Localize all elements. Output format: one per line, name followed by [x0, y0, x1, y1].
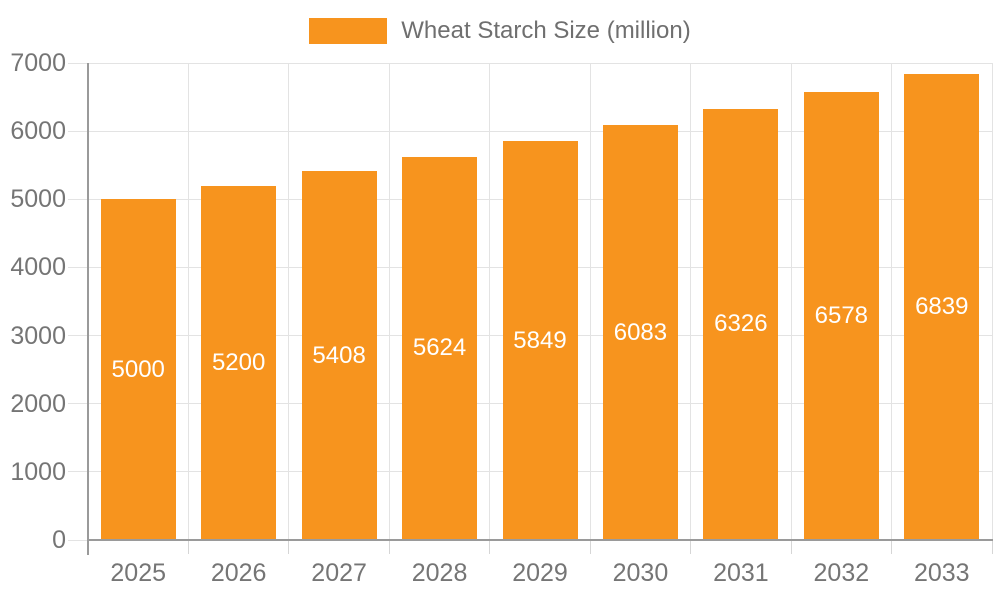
gridline-vertical — [790, 63, 792, 540]
x-tick-label-2025: 2025 — [110, 559, 167, 587]
x-tick-label-2027: 2027 — [311, 559, 367, 587]
x-tick-label-2029: 2029 — [512, 559, 568, 587]
bar-2031[interactable]: 6326 — [703, 108, 779, 540]
bar-2026[interactable]: 5200 — [201, 185, 277, 540]
x-axis-tick — [489, 540, 491, 554]
bar-2033[interactable]: 6839 — [904, 73, 980, 540]
gridline-horizontal — [88, 62, 992, 64]
gridline-vertical — [288, 63, 290, 540]
bar-2029[interactable]: 5849 — [502, 141, 578, 540]
bar-value-label: 5624 — [412, 334, 467, 362]
x-tick-label-2028: 2028 — [411, 559, 468, 587]
bar-value-label: 6083 — [613, 318, 668, 346]
x-axis-tick — [790, 540, 792, 554]
x-axis-tick — [991, 540, 993, 554]
x-axis-tick — [690, 540, 692, 554]
x-axis-tick — [187, 540, 189, 554]
bar-value-label: 6578 — [814, 301, 869, 329]
x-tick-label-2026: 2026 — [210, 559, 267, 587]
gridline-vertical — [991, 63, 993, 540]
x-tick-label-2033: 2033 — [913, 559, 970, 587]
gridline-vertical — [388, 63, 390, 540]
y-axis-tick — [68, 62, 88, 64]
gridline-horizontal — [88, 130, 992, 132]
bar-2030[interactable]: 6083 — [602, 125, 678, 540]
y-axis-tick — [68, 539, 88, 541]
bar-value-label: 6839 — [915, 292, 969, 320]
bar-2028[interactable]: 5624 — [402, 156, 478, 540]
y-axis-tick — [68, 471, 88, 473]
y-axis-tick — [68, 130, 88, 132]
x-axis-tick — [589, 540, 591, 554]
legend[interactable]: Wheat Starch Size (million) — [0, 14, 1000, 48]
y-tick-label: 1000 — [10, 457, 66, 486]
y-axis-tick — [68, 335, 88, 337]
bar-value-label: 5200 — [211, 348, 266, 376]
x-tick-label-2031: 2031 — [713, 559, 769, 587]
gridline-vertical — [187, 63, 189, 540]
gridline-vertical — [891, 63, 893, 540]
gridline-vertical — [589, 63, 591, 540]
y-tick-label: 7000 — [10, 49, 66, 77]
y-tick-label: 2000 — [10, 389, 66, 418]
x-axis-tick — [288, 540, 290, 554]
x-tick-label-2032: 2032 — [813, 559, 870, 587]
y-axis-tick — [68, 266, 88, 268]
y-tick-label: 0 — [52, 526, 66, 554]
bar-2032[interactable]: 6578 — [803, 91, 879, 540]
y-axis-line — [87, 63, 89, 555]
y-tick-label: 4000 — [10, 253, 66, 282]
x-axis-line — [87, 539, 993, 541]
y-axis-tick — [68, 403, 88, 405]
y-tick-label: 5000 — [10, 185, 66, 214]
y-tick-label: 6000 — [10, 117, 66, 146]
gridline-vertical — [690, 63, 692, 540]
bar-2025[interactable]: 5000 — [100, 199, 176, 540]
bar-value-label: 6326 — [714, 310, 768, 338]
legend-swatch — [309, 18, 388, 44]
y-axis-tick — [68, 198, 88, 200]
x-axis-tick — [891, 540, 893, 554]
legend-label: Wheat Starch Size (million) — [401, 17, 691, 44]
x-tick-label-2030: 2030 — [612, 559, 669, 587]
gridline-vertical — [489, 63, 491, 540]
bar-value-label: 5000 — [111, 355, 165, 383]
y-tick-label: 3000 — [10, 321, 66, 350]
x-axis-tick — [388, 540, 390, 554]
bar-value-label: 5408 — [312, 341, 366, 369]
bar-value-label: 5849 — [513, 326, 567, 354]
bar-2027[interactable]: 5408 — [301, 171, 377, 540]
